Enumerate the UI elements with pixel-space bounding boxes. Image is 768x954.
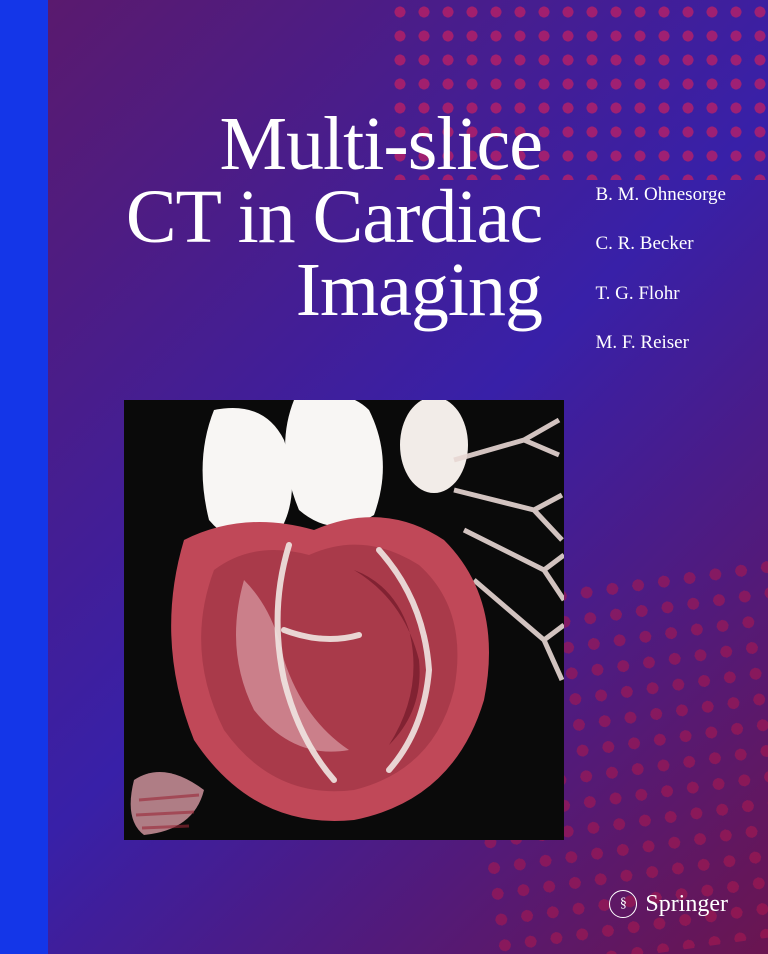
publisher-logo-icon: § [609, 890, 637, 918]
author-4: M. F. Reiser [595, 318, 726, 367]
title-line-1: Multi-slice [219, 102, 542, 186]
publisher-symbol: § [620, 896, 627, 912]
author-1: B. M. Ohnesorge [595, 170, 726, 219]
title-line-2: CT in Cardiac [126, 175, 542, 259]
publisher-name: Springer [645, 891, 728, 918]
author-2: C. R. Becker [595, 219, 726, 268]
book-title: Multi-slice CT in Cardiac Imaging [62, 108, 542, 327]
author-3: T. G. Flohr [595, 269, 726, 318]
heart-illustration [124, 400, 564, 840]
book-cover: Multi-slice CT in Cardiac Imaging B. M. … [0, 0, 768, 954]
cardiac-ct-image [124, 400, 564, 840]
title-line-3: Imaging [296, 248, 542, 332]
author-list: B. M. Ohnesorge C. R. Becker T. G. Flohr… [595, 170, 726, 368]
publisher-block: § Springer [609, 890, 728, 918]
cover-main: Multi-slice CT in Cardiac Imaging B. M. … [48, 0, 768, 954]
spine-bar [0, 0, 48, 954]
